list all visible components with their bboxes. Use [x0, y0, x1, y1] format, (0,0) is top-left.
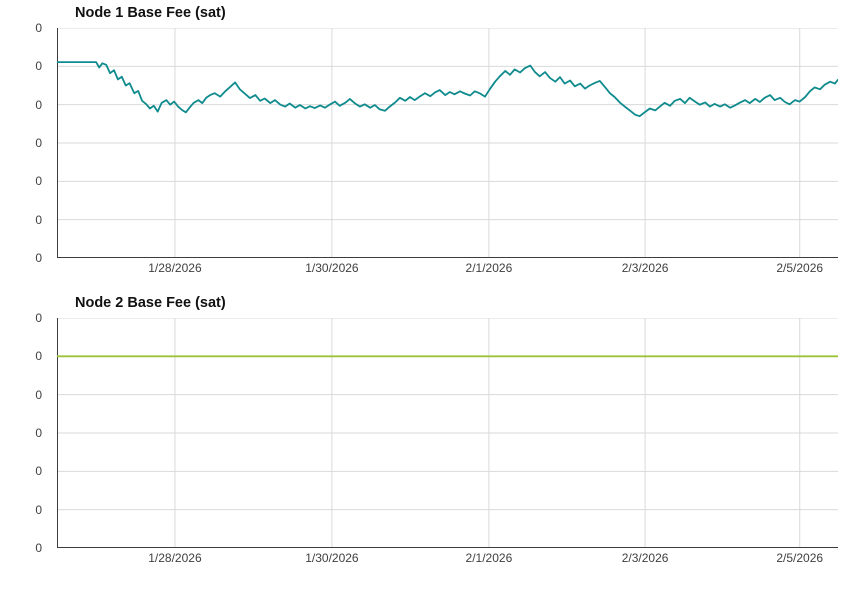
y-tick-label: 0: [35, 21, 42, 35]
y-tick-label: 0: [35, 387, 42, 402]
chart-title: Node 1 Base Fee (sat): [75, 5, 226, 21]
y-tick-label: 0: [35, 251, 42, 265]
y-tick-label: 0: [35, 464, 42, 479]
x-tick-label: 2/1/2026: [465, 551, 513, 565]
x-tick-label: 2/3/2026: [621, 261, 669, 275]
x-tick-label: 2/1/2026: [465, 261, 513, 275]
y-tick-label: 0: [35, 426, 42, 440]
y-tick-label: 0: [35, 174, 42, 189]
x-axis-labels: 1/28/2026 1/30/2026 2/1/2026 2/3/2026 2/5/20…: [0, 551, 860, 573]
y-tick-label: 0: [35, 136, 42, 150]
x-tick-label: 2/5/2026: [776, 551, 824, 565]
plot-area: [57, 318, 838, 548]
y-tick-label: 0: [35, 349, 42, 364]
x-tick-label: 2/5/2026: [776, 261, 824, 275]
series-line: [57, 61, 838, 118]
x-tick-label: 2/3/2026: [621, 551, 669, 565]
y-axis-labels: 0 0 0 0 0 0 0: [0, 311, 48, 555]
chart-title: Node 2 Base Fee (sat): [75, 295, 226, 311]
y-axis-labels: 0 0 0 0 0 0 0: [0, 21, 48, 265]
y-tick-label: 0: [35, 311, 42, 325]
x-axis-labels: 1/28/2026 1/30/2026 2/1/2026 2/3/2026 2/5/20…: [0, 261, 860, 283]
x-tick-label: 1/28/2026: [148, 551, 202, 565]
plot-area: [57, 28, 838, 258]
y-tick-label: 0: [35, 97, 42, 112]
x-tick-label: 1/28/2026: [148, 261, 202, 275]
y-tick-label: 0: [35, 212, 42, 227]
x-tick-label: 1/30/2026: [305, 551, 359, 565]
y-tick-label: 0: [35, 541, 42, 555]
y-tick-label: 0: [35, 59, 42, 74]
y-tick-label: 0: [35, 502, 42, 517]
x-tick-label: 1/30/2026: [305, 261, 359, 275]
